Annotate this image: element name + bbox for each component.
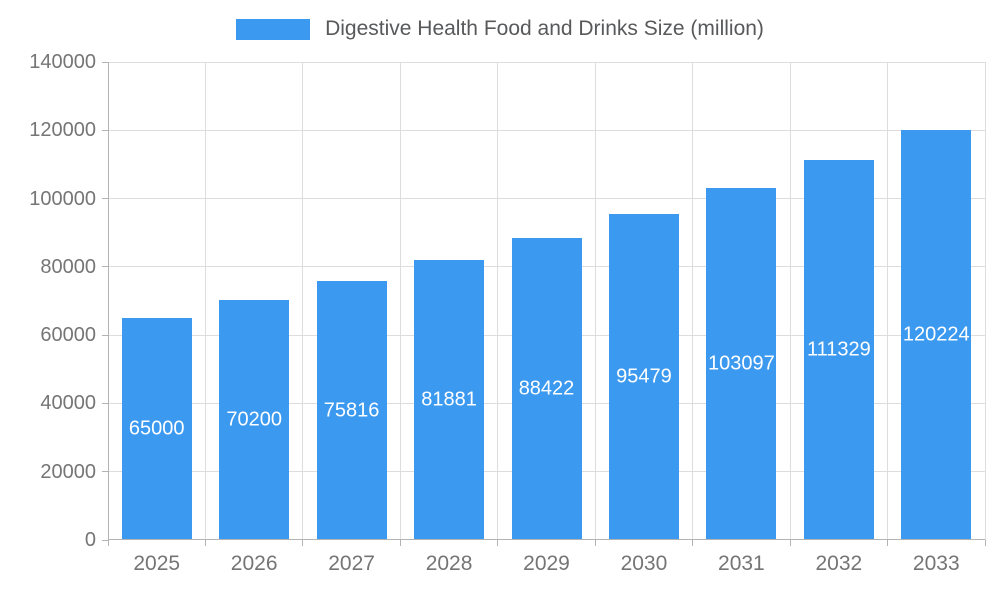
bar: 95479 bbox=[608, 214, 679, 540]
bar: 65000 bbox=[121, 318, 192, 540]
y-axis-label: 120000 bbox=[29, 119, 96, 142]
bar-value-label: 120224 bbox=[902, 323, 970, 346]
bar: 70200 bbox=[219, 300, 290, 540]
x-axis-label: 2033 bbox=[912, 552, 960, 575]
x-axis-tick bbox=[497, 540, 499, 546]
bar-value-label: 103097 bbox=[708, 352, 775, 375]
y-axis-label: 100000 bbox=[29, 187, 96, 210]
gridline-horizontal bbox=[108, 129, 985, 131]
gridline-vertical bbox=[789, 62, 791, 540]
x-axis-tick bbox=[204, 540, 206, 546]
x-axis-label: 2025 bbox=[133, 552, 181, 575]
x-axis-label: 2030 bbox=[620, 552, 668, 575]
x-axis-tick bbox=[692, 540, 694, 546]
y-axis-label: 80000 bbox=[40, 255, 96, 278]
x-axis-tick bbox=[594, 540, 596, 546]
y-axis-tick bbox=[102, 402, 108, 404]
gridline-vertical bbox=[204, 62, 206, 540]
x-axis-label: 2032 bbox=[815, 552, 863, 575]
chart-legend: Digestive Health Food and Drinks Size (m… bbox=[0, 14, 1000, 44]
y-axis-label: 40000 bbox=[40, 392, 96, 415]
bar: 103097 bbox=[706, 188, 777, 540]
gridline-vertical bbox=[399, 62, 401, 540]
y-axis-tick bbox=[102, 334, 108, 336]
bar-value-label: 95479 bbox=[616, 365, 672, 388]
y-axis-tick bbox=[102, 539, 108, 541]
legend-label: Digestive Health Food and Drinks Size (m… bbox=[325, 17, 764, 40]
gridline-horizontal bbox=[108, 61, 985, 63]
y-axis-line bbox=[108, 62, 109, 540]
y-axis-tick bbox=[102, 61, 108, 63]
gridline-horizontal bbox=[108, 198, 985, 200]
x-axis-line bbox=[108, 539, 985, 540]
x-axis-tick bbox=[302, 540, 304, 546]
x-axis-tick bbox=[984, 540, 986, 546]
bar: 120224 bbox=[901, 129, 972, 540]
plot-area: 65000 70200 75816 81881 88422 95479 103097 1113… bbox=[102, 61, 986, 546]
x-axis-tick bbox=[887, 540, 889, 546]
x-axis-label: 2031 bbox=[718, 552, 765, 575]
bar-value-label: 88422 bbox=[518, 377, 575, 400]
gridline-vertical bbox=[497, 62, 499, 540]
legend-swatch bbox=[236, 18, 311, 40]
x-axis-tick bbox=[789, 540, 791, 546]
gridline-vertical bbox=[594, 62, 596, 540]
bar-value-label: 65000 bbox=[128, 417, 185, 440]
bar-value-label: 75816 bbox=[323, 399, 380, 422]
x-axis-label: 2029 bbox=[523, 552, 570, 575]
x-axis-tick bbox=[399, 540, 401, 546]
gridline-vertical bbox=[692, 62, 694, 540]
gridline-vertical bbox=[984, 62, 986, 540]
bar: 111329 bbox=[803, 159, 874, 540]
bar: 81881 bbox=[414, 260, 485, 540]
gridline-vertical bbox=[302, 62, 304, 540]
bar: 75816 bbox=[316, 281, 387, 540]
y-axis-label: 20000 bbox=[40, 460, 96, 483]
x-axis-label: 2028 bbox=[425, 552, 473, 575]
y-axis-tick bbox=[102, 471, 108, 473]
x-axis-label: 2027 bbox=[328, 552, 375, 575]
y-axis-label: 0 bbox=[84, 529, 96, 551]
x-axis-label: 2026 bbox=[230, 552, 278, 575]
y-axis-label: 140000 bbox=[29, 51, 96, 73]
y-axis-tick bbox=[102, 129, 108, 131]
bar-value-label: 111329 bbox=[806, 338, 871, 361]
bar-value-label: 81881 bbox=[421, 388, 477, 411]
y-axis-label: 60000 bbox=[40, 324, 96, 347]
bar: 88422 bbox=[511, 238, 582, 540]
bar-value-label: 70200 bbox=[226, 408, 282, 431]
x-axis-tick bbox=[107, 540, 109, 546]
gridline-vertical bbox=[887, 62, 889, 540]
y-axis-tick bbox=[102, 266, 108, 268]
y-axis-tick bbox=[102, 198, 108, 200]
